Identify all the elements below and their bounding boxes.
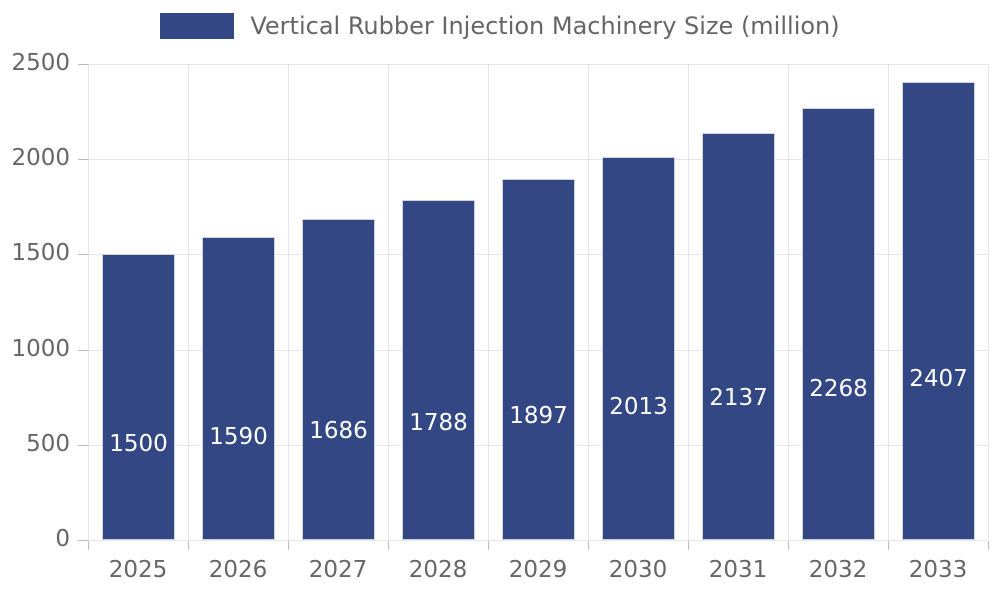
bar-value-label: 1686 (309, 418, 368, 444)
bar-value-label: 2407 (909, 366, 968, 392)
bar[interactable] (502, 179, 575, 540)
bar-value-label: 1500 (109, 431, 168, 457)
y-tick-mark (78, 64, 88, 65)
gridline-horizontal (88, 64, 988, 65)
x-tick-mark (388, 541, 389, 550)
bar-value-label: 1590 (209, 424, 268, 450)
bar[interactable] (402, 200, 475, 540)
gridline-vertical (788, 64, 789, 540)
x-tick-mark (988, 541, 989, 550)
y-tick-label: 2500 (11, 50, 70, 76)
bar-value-label: 1897 (509, 403, 568, 429)
y-tick-label: 0 (55, 526, 70, 552)
y-tick-label: 2000 (11, 145, 70, 171)
gridline-vertical (688, 64, 689, 540)
y-tick-label: 500 (26, 431, 70, 457)
x-tick-label: 2025 (108, 557, 168, 583)
gridline-horizontal (88, 540, 988, 541)
y-tick-mark (78, 445, 88, 446)
legend-color-swatch (160, 13, 235, 39)
bar[interactable] (302, 219, 375, 540)
x-tick-mark (288, 541, 289, 550)
x-tick-mark (788, 541, 789, 550)
bar-value-label: 2013 (609, 394, 668, 420)
x-tick-mark (88, 541, 89, 550)
chart-legend: Vertical Rubber Injection Machinery Size… (0, 0, 1000, 52)
x-tick-mark (188, 541, 189, 550)
x-tick-mark (688, 541, 689, 550)
x-tick-label: 2026 (208, 557, 268, 583)
y-tick-mark (78, 159, 88, 160)
x-tick-mark (588, 541, 589, 550)
y-tick-mark (78, 254, 88, 255)
gridline-vertical (388, 64, 389, 540)
bar-value-label: 2137 (709, 385, 768, 411)
x-tick-label: 2030 (608, 557, 668, 583)
legend-label: Vertical Rubber Injection Machinery Size… (250, 12, 840, 40)
y-tick-label: 1000 (11, 336, 70, 362)
x-tick-label: 2027 (308, 557, 368, 583)
bar[interactable] (902, 82, 975, 540)
gridline-vertical (488, 64, 489, 540)
y-tick-label: 1500 (11, 240, 70, 266)
bar[interactable] (702, 133, 775, 540)
gridline-vertical (288, 64, 289, 540)
x-tick-mark (888, 541, 889, 550)
bar[interactable] (202, 237, 275, 540)
bar[interactable] (102, 254, 175, 540)
gridline-horizontal (88, 159, 988, 160)
gridline-vertical (88, 64, 89, 540)
y-tick-mark (78, 540, 88, 541)
x-tick-mark (488, 541, 489, 550)
bar[interactable] (802, 108, 875, 540)
x-tick-label: 2028 (408, 557, 468, 583)
bar-value-label: 2268 (809, 376, 868, 402)
gridline-vertical (988, 64, 989, 540)
gridline-vertical (888, 64, 889, 540)
bar-value-label: 1788 (409, 410, 468, 436)
x-tick-label: 2031 (708, 557, 768, 583)
gridline-vertical (188, 64, 189, 540)
bar[interactable] (602, 157, 675, 540)
x-tick-label: 2029 (508, 557, 568, 583)
plot-area: 1500 1590 1686 1788 1897 2013 2137 2268 2407 (88, 64, 989, 541)
gridline-vertical (588, 64, 589, 540)
x-tick-label: 2032 (808, 557, 868, 583)
x-tick-label: 2033 (908, 557, 968, 583)
y-tick-mark (78, 350, 88, 351)
